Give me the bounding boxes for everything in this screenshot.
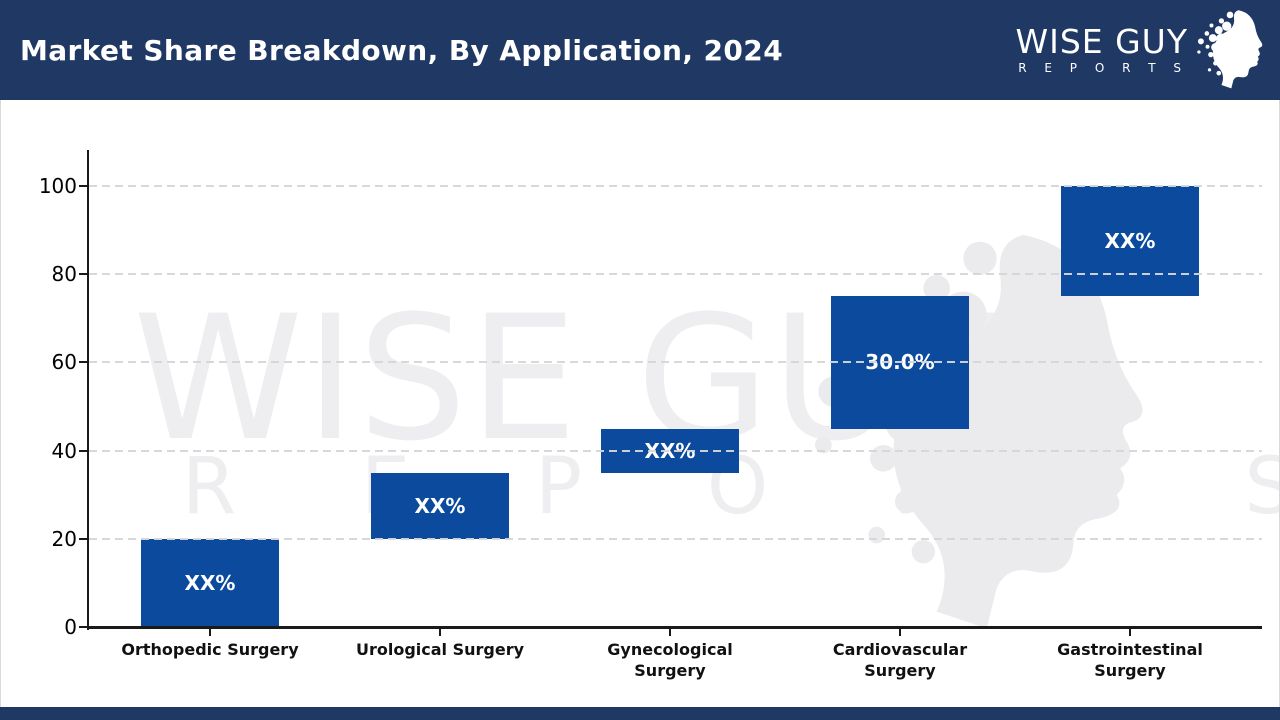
x-axis-line (87, 626, 1262, 629)
y-gridline (89, 537, 1262, 540)
bar-2: XX% (371, 472, 509, 539)
logo-text: WISE GUY R E P O R T S (1015, 25, 1188, 75)
bar-value-label: XX% (184, 570, 236, 595)
y-tick-mark (79, 449, 87, 452)
header-banner: Market Share Breakdown, By Application, … (0, 0, 1280, 100)
y-tick-mark (79, 273, 87, 276)
y-tick-label: 40 (51, 438, 77, 463)
bar-5: XX% (1061, 186, 1199, 297)
x-tick-mark (1129, 629, 1131, 636)
logo-face-icon (1192, 7, 1272, 93)
y-gridline (89, 361, 1262, 364)
x-category-label: Gastrointestinal Surgery (1057, 640, 1203, 680)
y-tick-label: 0 (64, 615, 77, 639)
bar-value-label: XX% (1104, 229, 1156, 254)
y-tick-label: 20 (51, 526, 77, 551)
y-gridline (89, 449, 1262, 452)
y-tick-label: 100 (38, 174, 77, 198)
y-tick-label: 60 (51, 350, 77, 375)
y-axis-line (87, 150, 89, 630)
x-category-label: Urological Surgery (355, 640, 525, 659)
y-tick-mark (79, 626, 87, 628)
bar-value-label: XX% (414, 493, 466, 518)
x-tick-mark (899, 629, 901, 636)
y-tick-mark (79, 537, 87, 540)
logo-brand-text: WISE GUY (1015, 22, 1188, 61)
y-gridline (89, 273, 1262, 276)
logo-reports-text: R E P O R T S (1018, 61, 1188, 75)
y-tick-mark (79, 185, 87, 187)
x-category-label: Orthopedic Surgery (121, 640, 299, 659)
y-tick-mark (79, 361, 87, 364)
wise-guy-logo: WISE GUY R E P O R T S (1010, 4, 1272, 96)
x-tick-mark (209, 629, 211, 636)
y-tick-label: 80 (51, 262, 77, 287)
page-title: Market Share Breakdown, By Application, … (20, 33, 784, 67)
x-category-label: Cardiovascular Surgery (832, 640, 968, 680)
x-category-label: Gynecological Surgery (607, 640, 733, 680)
x-tick-mark (669, 629, 671, 636)
footer-banner (0, 707, 1280, 720)
bar-1: XX% (141, 538, 279, 627)
x-tick-mark (439, 629, 441, 636)
y-gridline (89, 185, 1262, 187)
